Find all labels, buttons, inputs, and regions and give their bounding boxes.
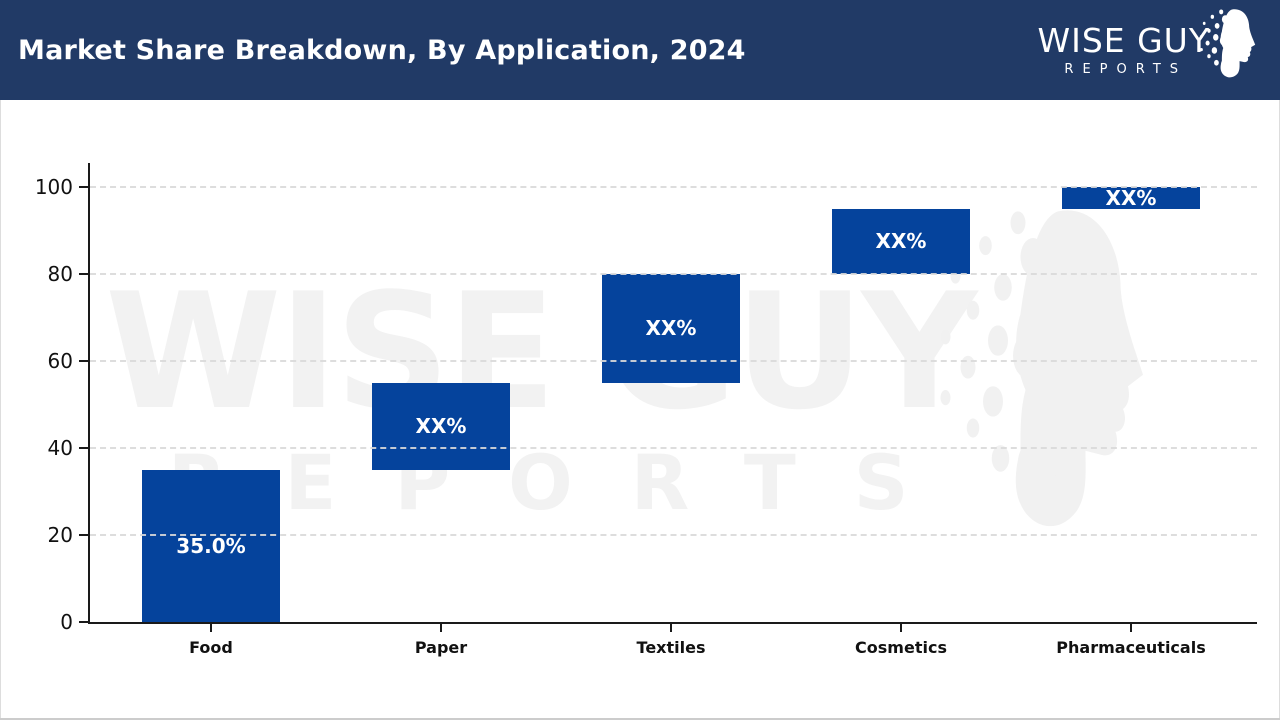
brand-subname: REPORTS [1064, 62, 1188, 77]
y-axis-line [88, 163, 90, 624]
gridline-40 [90, 447, 1257, 449]
page-border-bottom [0, 718, 1280, 720]
bar-value-label-textiles: XX% [645, 316, 697, 341]
x-tick-label-food: Food [189, 638, 233, 657]
x-tick-label-cosmetics: Cosmetics [855, 638, 947, 657]
y-tick-label-100: 100 [34, 175, 73, 199]
brand-logo: WISE GUY REPORTS [1037, 9, 1262, 89]
bar-food [142, 469, 280, 622]
x-tick-label-textiles: Textiles [636, 638, 706, 657]
watermark-reports-text: REPORTS [168, 438, 967, 527]
bar-value-label-pharmaceuticals: XX% [1105, 185, 1157, 210]
bar-cosmetics [832, 208, 970, 274]
x-tick-textiles [670, 624, 672, 632]
y-tick-60 [79, 360, 89, 362]
gridline-80 [90, 273, 1257, 275]
bar-textiles [602, 274, 740, 383]
logo-head-icon [1200, 9, 1256, 78]
y-tick-0 [79, 621, 89, 623]
y-tick-label-0: 0 [60, 610, 73, 634]
x-tick-food [210, 624, 212, 632]
y-tick-20 [79, 534, 89, 536]
y-tick-label-40: 40 [47, 436, 73, 460]
bar-pharmaceuticals [1062, 187, 1200, 209]
x-tick-paper [440, 624, 442, 632]
x-axis-line [88, 622, 1257, 624]
bar-value-label-food: 35.0% [176, 533, 246, 558]
y-tick-label-20: 20 [47, 523, 73, 547]
bar-value-label-cosmetics: XX% [875, 229, 927, 254]
watermark-brand-text: WISE GUY [105, 258, 977, 445]
page-title: Market Share Breakdown, By Application, … [18, 34, 746, 66]
x-tick-label-pharmaceuticals: Pharmaceuticals [1056, 638, 1206, 657]
bar-value-label-paper: XX% [415, 414, 467, 439]
bar-paper [372, 382, 510, 470]
y-tick-label-60: 60 [47, 349, 73, 373]
brand-logo-text: WISE GUY REPORTS [1037, 24, 1210, 76]
gridline-20 [90, 534, 1257, 536]
header-bar: Market Share Breakdown, By Application, … [0, 0, 1280, 100]
x-tick-pharmaceuticals [1130, 624, 1132, 632]
y-tick-100 [79, 186, 89, 188]
gridline-60 [90, 360, 1257, 362]
y-tick-80 [79, 273, 89, 275]
page-border-left [0, 100, 1, 720]
brand-name: WISE GUY [1037, 21, 1210, 60]
x-tick-cosmetics [900, 624, 902, 632]
y-tick-40 [79, 447, 89, 449]
gridline-100 [90, 186, 1257, 188]
x-tick-label-paper: Paper [414, 638, 468, 657]
y-tick-label-80: 80 [47, 262, 73, 286]
